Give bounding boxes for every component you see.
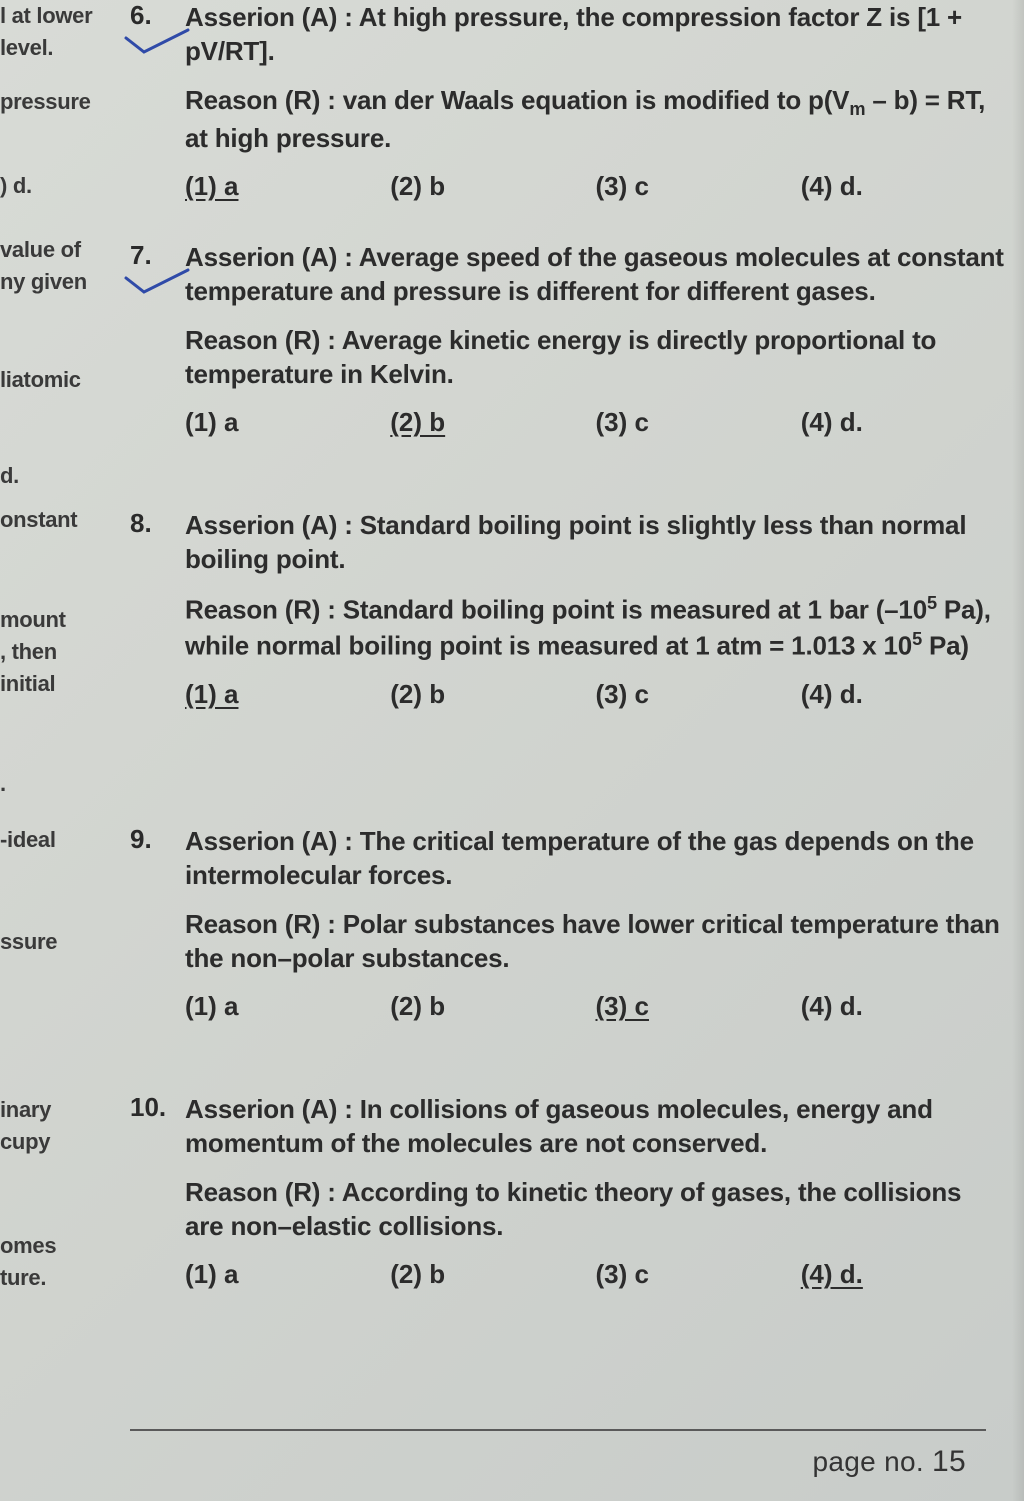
option-2[interactable]: (2) b	[390, 679, 595, 710]
option-1[interactable]: (1) a	[185, 407, 390, 438]
option-3[interactable]: (3) c	[596, 1259, 801, 1290]
question-7: 7. Asserion (A) : Average speed of the g…	[130, 240, 1006, 438]
option-1[interactable]: (1) a	[185, 991, 390, 1022]
option-3[interactable]: (3) c	[596, 679, 801, 710]
reason-label: Reason (R) :	[185, 909, 336, 939]
margin-fragment: omes	[0, 1232, 120, 1260]
reason-sup-1: 5	[927, 593, 937, 613]
assertion-text: Asserion (A) : The critical temperature …	[185, 824, 1006, 893]
footer-rule	[130, 1429, 986, 1431]
margin-fragment: ny given	[0, 268, 120, 296]
reason-text: Reason (R) : Standard boiling point is m…	[185, 591, 1006, 663]
page-number: page no. 15	[813, 1445, 966, 1479]
margin-fragment: .	[0, 770, 120, 798]
options-row: (1) a (2) b (3) c (4) d.	[185, 171, 1006, 202]
assertion-text: Asserion (A) : Standard boiling point is…	[185, 508, 1006, 577]
options-row: (1) a (2) b (3) c (4) d.	[185, 1259, 1006, 1290]
reason-text: Reason (R) : van der Waals equation is m…	[185, 83, 1006, 156]
option-3[interactable]: (3) c	[596, 991, 801, 1022]
page-edge-shadow	[1012, 0, 1024, 1501]
options-row: (1) a (2) b (3) c (4) d.	[185, 991, 1006, 1022]
margin-fragment: ssure	[0, 928, 120, 956]
margin-fragment: ) d.	[0, 172, 120, 200]
assertion-label: Asserion (A) :	[185, 510, 353, 540]
option-3[interactable]: (3) c	[596, 407, 801, 438]
tick-mark-icon	[122, 268, 192, 296]
tick-mark-icon	[122, 28, 192, 56]
reason-body-a: van der Waals equation is modified to	[343, 85, 801, 115]
margin-fragment: ture.	[0, 1264, 120, 1292]
options-row: (1) a (2) b (3) c (4) d.	[185, 679, 1006, 710]
reason-subscript: m	[849, 99, 865, 119]
question-number: 6.	[130, 0, 180, 31]
margin-fragment: mount	[0, 606, 120, 634]
question-10: 10. Asserion (A) : In collisions of gase…	[130, 1092, 1006, 1290]
option-2[interactable]: (2) b	[390, 1259, 595, 1290]
margin-fragment: onstant	[0, 506, 120, 534]
option-4[interactable]: (4) d.	[801, 1259, 1006, 1290]
option-4[interactable]: (4) d.	[801, 679, 1006, 710]
margin-fragment: l at lower	[0, 2, 120, 30]
reason-body-b: p(V	[808, 85, 849, 115]
option-1[interactable]: (1) a	[185, 1259, 390, 1290]
margin-fragment: cupy	[0, 1128, 120, 1156]
options-row: (1) a (2) b (3) c (4) d.	[185, 407, 1006, 438]
assertion-text: Asserion (A) : Average speed of the gase…	[185, 240, 1006, 309]
reason-label: Reason (R) :	[185, 594, 336, 624]
reason-text: Reason (R) : Average kinetic energy is d…	[185, 323, 1006, 392]
margin-fragment: -ideal	[0, 826, 120, 854]
margin-fragment: inary	[0, 1096, 120, 1124]
reason-label: Reason (R) :	[185, 1177, 336, 1207]
question-number: 9.	[130, 824, 180, 855]
option-1[interactable]: (1) a	[185, 679, 390, 710]
reason-body-a: Standard boiling point is measured at 1 …	[343, 594, 927, 624]
option-4[interactable]: (4) d.	[801, 171, 1006, 202]
question-8: 8. Asserion (A) : Standard boiling point…	[130, 508, 1006, 710]
margin-fragment: value of	[0, 236, 120, 264]
option-3[interactable]: (3) c	[596, 171, 801, 202]
assertion-label: Asserion (A) :	[185, 242, 353, 272]
reason-text: Reason (R) : Polar substances have lower…	[185, 907, 1006, 976]
margin-fragment: pressure	[0, 88, 120, 116]
option-4[interactable]: (4) d.	[801, 991, 1006, 1022]
assertion-label: Asserion (A) :	[185, 826, 353, 856]
option-2[interactable]: (2) b	[390, 407, 595, 438]
reason-text: Reason (R) : According to kinetic theory…	[185, 1175, 1006, 1244]
margin-fragment: , then	[0, 638, 120, 666]
reason-sup-2: 5	[912, 629, 922, 649]
reason-body-c: Pa)	[922, 630, 969, 660]
page-number-value: 15	[932, 1445, 966, 1478]
question-6: 6. Asserion (A) : At high pressure, the …	[130, 0, 1006, 202]
margin-fragment: liatomic	[0, 366, 120, 394]
margin-fragment: d.	[0, 462, 120, 490]
reason-label: Reason (R) :	[185, 85, 336, 115]
option-4[interactable]: (4) d.	[801, 407, 1006, 438]
assertion-label: Asserion (A) :	[185, 1094, 353, 1124]
margin-fragment: initial	[0, 670, 120, 698]
assertion-text: Asserion (A) : In collisions of gaseous …	[185, 1092, 1006, 1161]
assertion-label: Asserion (A) :	[185, 2, 353, 32]
question-number: 8.	[130, 508, 180, 539]
question-9: 9. Asserion (A) : The critical temperatu…	[130, 824, 1006, 1022]
option-2[interactable]: (2) b	[390, 991, 595, 1022]
option-1[interactable]: (1) a	[185, 171, 390, 202]
page: l at lower level. pressure ) d. value of ny …	[0, 0, 1024, 1501]
reason-label: Reason (R) :	[185, 325, 336, 355]
assertion-text: Asserion (A) : At high pressure, the com…	[185, 0, 1006, 69]
page-number-label: page no.	[813, 1446, 932, 1477]
option-2[interactable]: (2) b	[390, 171, 595, 202]
main-content: 6. Asserion (A) : At high pressure, the …	[130, 0, 1006, 1501]
question-number: 10.	[130, 1092, 180, 1123]
question-number: 7.	[130, 240, 180, 271]
margin-fragment: level.	[0, 34, 120, 62]
